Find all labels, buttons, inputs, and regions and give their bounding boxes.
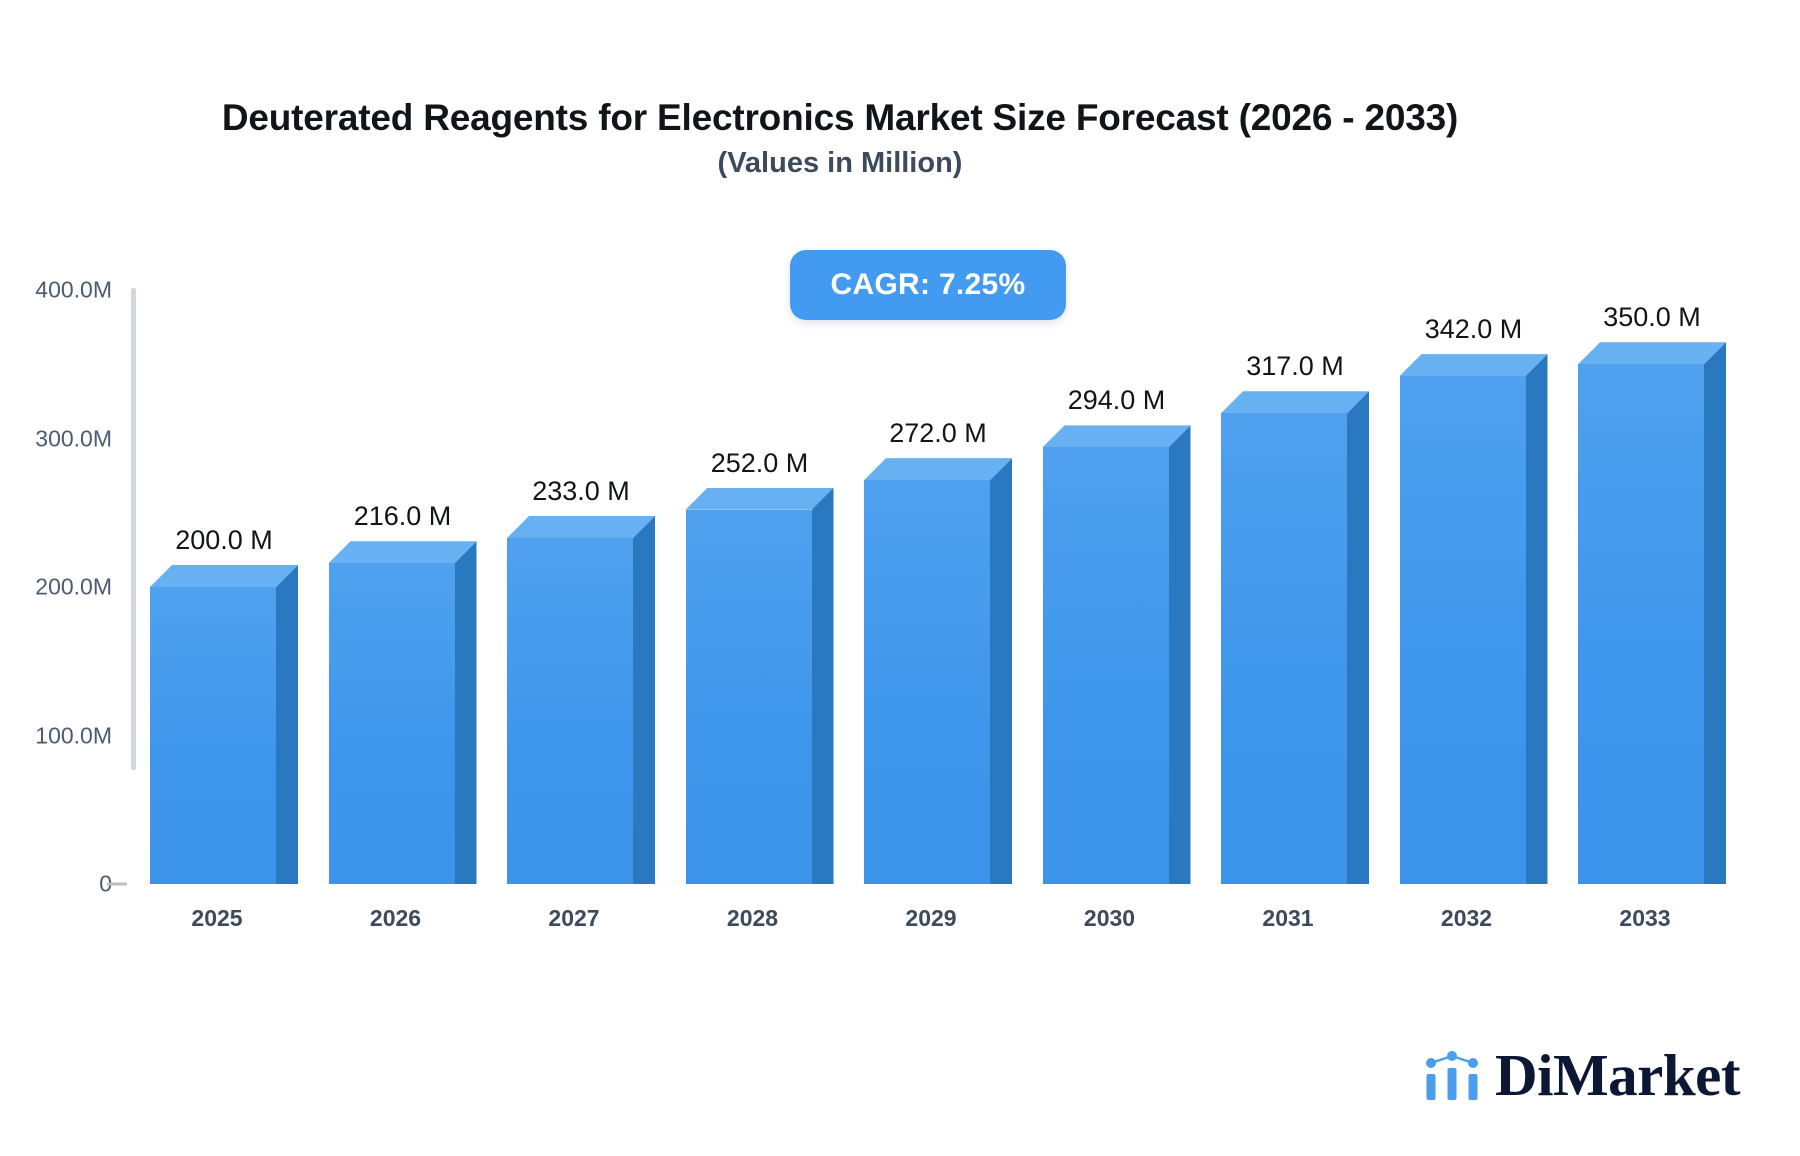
bar-top-face [685,487,834,510]
x-axis-label: 2027 [548,905,600,931]
cagr-badge-label: CAGR: 7.25% [830,268,1026,301]
x-axis-label: 2026 [369,905,422,931]
bar-side-face [1347,391,1369,884]
bar-top-face [1221,391,1369,414]
bar[interactable] [1399,354,1548,884]
bar-value-label: 350.0 M [1603,302,1701,333]
bar[interactable] [328,541,477,884]
bar[interactable] [1042,425,1191,884]
bar-top-face [150,565,298,587]
y-axis-line [131,288,136,770]
bar-front-face [1042,447,1169,884]
bar-value-label: 272.0 M [889,418,987,449]
y-axis-tick-label: 300.0M [35,425,112,451]
y-axis-tick-label: 0 [99,870,112,897]
bar-side-face [454,541,477,884]
bar-side-face [990,458,1012,884]
bar-side-face [633,516,655,884]
bar-value-label: 252.0 M [710,447,809,478]
bar-value-label: 216.0 M [353,501,452,532]
bar-side-face [1168,425,1191,884]
bar-front-face [507,538,633,884]
bar-top-face [1399,354,1548,377]
logo-text: DiMarket [1495,1042,1741,1108]
bar-side-face [811,487,834,884]
bar-front-face [1399,376,1526,884]
bar-front-face [1221,413,1347,884]
bar[interactable] [1221,391,1369,884]
bar-side-face [276,565,298,884]
x-axis-label: 2030 [1083,905,1136,931]
bar[interactable] [685,487,834,884]
bar-value-label: 342.0 M [1424,314,1523,345]
bar[interactable] [507,516,655,884]
y-axis-tick-label: 100.0M [35,722,112,748]
bar-top-face [507,516,655,538]
bar-side-face [1525,354,1548,884]
bar-top-face [328,541,477,564]
dimarket-logo: DiMarket [1424,1042,1741,1108]
bar[interactable] [150,565,298,884]
bar-top-face [864,458,1012,481]
bar-front-face [864,480,990,884]
y-axis-zero-tick [107,882,127,886]
chart-subtitle: (Values in Million) [717,147,963,179]
x-axis-label: 2032 [1440,905,1493,931]
x-axis-label: 2025 [191,905,243,931]
bar-value-label: 233.0 M [532,475,630,506]
bar-chart-icon [1426,1050,1478,1100]
x-axis-label: 2031 [1262,905,1314,931]
bar-value-label: 200.0 M [175,525,273,555]
cagr-badge: CAGR: 7.25% [790,250,1066,320]
bar-top-face [1042,425,1191,448]
bar-value-label: 317.0 M [1246,351,1344,382]
x-axis-label: 2033 [1619,905,1671,931]
bar-side-face [1704,342,1726,884]
bar[interactable] [1578,342,1726,884]
bar-front-face [150,587,276,884]
bar-front-face [328,563,455,884]
bar-top-face [1578,342,1726,365]
bar[interactable] [864,458,1012,884]
bar-front-face [685,509,812,884]
bar-value-label: 294.0 M [1067,385,1166,416]
x-axis-label: 2029 [905,905,957,931]
y-axis-tick-label: 200.0M [35,573,112,600]
x-axis-label: 2028 [726,905,779,931]
bar-front-face [1578,364,1704,884]
y-axis-tick-label: 400.0M [35,276,112,303]
chart-title: Deuterated Reagents for Electronics Mark… [221,97,1459,138]
